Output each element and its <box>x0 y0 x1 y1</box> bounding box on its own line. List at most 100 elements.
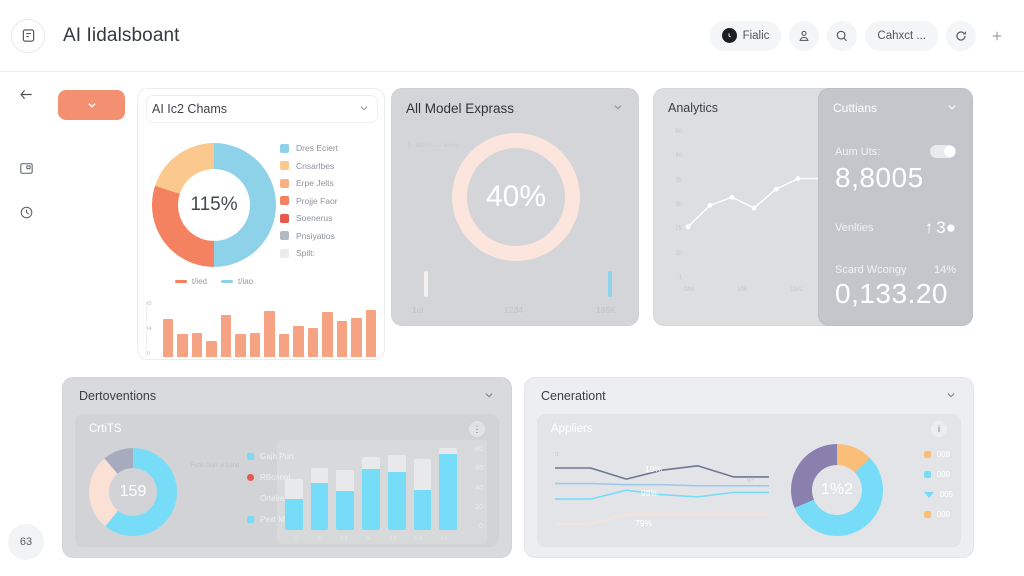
app-logo[interactable] <box>11 18 45 53</box>
user-pill[interactable]: Fialic <box>709 20 782 51</box>
bar <box>264 311 275 357</box>
search-button[interactable] <box>827 20 858 51</box>
express-tick <box>424 271 428 297</box>
search-icon <box>837 30 848 41</box>
data-point[interactable] <box>773 186 779 192</box>
more-vertical-icon[interactable]: ⋮ <box>469 421 485 437</box>
app-header: AI Iidalsboant Fialic Cahxct ... <box>0 0 1024 72</box>
data-point[interactable] <box>729 194 735 200</box>
axis-tick: 1 <box>678 274 682 281</box>
axis-tick: t4 <box>147 326 152 332</box>
legend-label: Soenerus <box>296 213 333 223</box>
chevron-down-icon[interactable] <box>945 389 957 404</box>
legend-item: Cnsarlbes <box>280 161 376 171</box>
generation-legend: 008 000 005 000 <box>923 450 953 519</box>
data-point[interactable] <box>795 176 801 181</box>
stacked-bar[interactable] <box>285 478 303 530</box>
stacked-bar[interactable] <box>439 448 458 530</box>
interventions-bar-chart[interactable]: 80 60 40 20 0 r1 0r 5.8 4r 6.2 0.9 8.4 <box>277 440 487 544</box>
sidebar-item-clock[interactable] <box>0 190 52 234</box>
legend-label: t/ied <box>191 277 207 286</box>
axis-tick: 5.8 <box>340 536 348 542</box>
generation-line-chart[interactable] <box>551 446 773 546</box>
chart-select[interactable] <box>146 95 378 123</box>
rail-badge[interactable]: 63 <box>8 524 44 560</box>
legend-swatch <box>923 471 931 478</box>
filter-dropdown-button[interactable] <box>58 90 125 120</box>
generation-edge-label-mid: · <box>555 492 557 498</box>
stacked-bar[interactable] <box>362 456 380 530</box>
legend-swatch <box>280 161 289 170</box>
generation-line-label-3: 79% <box>635 518 653 528</box>
card-icon <box>19 162 33 174</box>
add-button[interactable] <box>984 23 1010 49</box>
axis-tick: 4r <box>366 536 371 542</box>
line-series <box>555 482 769 487</box>
axis-tick: 0.9 <box>415 536 422 542</box>
axis-tick: 0/M <box>684 287 695 293</box>
chevron-down-icon[interactable] <box>946 101 958 116</box>
legend-swatch <box>280 248 289 258</box>
express-progress-ring[interactable]: 40% <box>452 133 580 261</box>
legend-item: RВспnnt <box>247 473 296 482</box>
legend-item: Pext Mgrv <box>247 515 296 524</box>
data-point[interactable] <box>685 224 691 230</box>
express-tick-label: 1234 <box>504 305 523 315</box>
page-title: AI Iidalsboant <box>63 24 180 46</box>
stacked-bar[interactable] <box>336 470 355 530</box>
legend-label: Dres Eciert <box>296 143 339 153</box>
chevron-down-icon[interactable] <box>612 101 624 116</box>
donut-ring <box>152 143 276 267</box>
refresh-button[interactable] <box>946 20 976 51</box>
legend-label: Ortelre <box>260 494 285 503</box>
chevron-right-icon <box>407 141 412 149</box>
legend-swatch <box>247 516 254 523</box>
back-button[interactable] <box>0 72 52 116</box>
donut-center-value: 159 <box>119 483 147 500</box>
refresh-icon <box>956 30 966 41</box>
bar <box>293 325 304 357</box>
charts-donut[interactable]: 115% <box>152 143 276 267</box>
info-icon[interactable]: i <box>931 421 947 437</box>
legend-swatch <box>280 143 289 153</box>
interventions-donut[interactable]: 159 <box>89 448 177 536</box>
stat-pct-wcongy: 14% <box>933 264 956 276</box>
bar-segment-rest <box>336 470 355 492</box>
bar <box>249 332 261 357</box>
legend-item: Dres Eciert <box>280 143 376 153</box>
data-point[interactable] <box>751 205 757 211</box>
bar-segment-filled <box>336 491 355 530</box>
stacked-bar[interactable] <box>387 455 406 530</box>
axis-tick: 8.4 <box>440 536 448 542</box>
user-pill-label: Fialic <box>742 29 770 42</box>
stacked-bar[interactable] <box>413 458 432 530</box>
stacked-bar[interactable] <box>310 468 329 530</box>
share-pill[interactable]: Cahxct ... <box>865 20 938 51</box>
express-footer: 1ol 1234 185K <box>392 271 638 317</box>
bar-segment-rest <box>413 458 432 491</box>
back-arrow-icon <box>19 89 32 99</box>
person-button[interactable] <box>789 20 820 51</box>
panel-charts-title: AI Ic2 Chams <box>152 102 228 116</box>
axis-tick: 6.2 <box>389 536 397 542</box>
legend-swatch <box>923 511 931 518</box>
sidebar-item-card[interactable] <box>0 146 52 190</box>
charts-legend: Dres Eciert Cnsarlbes Erpe Jelts Projje Fao… <box>280 143 376 258</box>
delta-value: 3● <box>936 218 956 237</box>
stat-value-wcongy: 0,133.20 <box>835 278 948 309</box>
data-point[interactable] <box>707 202 713 208</box>
bar-y-axis: t0 t4 0 <box>147 301 161 357</box>
charts-bar-chart[interactable]: t0 t4 0 <box>146 301 378 357</box>
chevron-down-icon[interactable] <box>358 102 370 117</box>
stat-label-venlties: Venlties <box>835 222 874 234</box>
generation-donut[interactable]: 1%2 <box>791 444 883 536</box>
donut-legend-item: t/ied <box>174 277 207 286</box>
bar <box>235 333 246 357</box>
bar-y-axis: 80 60 40 20 0 <box>475 446 483 530</box>
axis-tick: 30 <box>675 201 682 208</box>
stats-toggle[interactable] <box>930 145 956 158</box>
chevron-down-icon[interactable] <box>483 389 495 404</box>
bar-segment-filled <box>285 498 303 530</box>
bar-series <box>163 305 377 357</box>
bar-segment-filled <box>439 454 458 530</box>
